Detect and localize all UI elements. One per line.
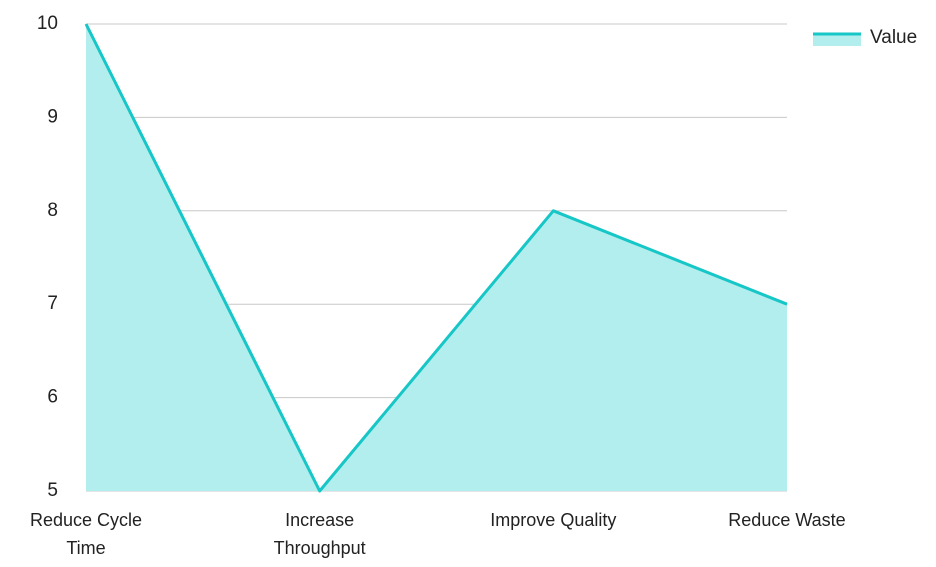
legend-swatch	[813, 34, 861, 46]
area-fill	[86, 24, 787, 491]
x-tick-label: Increase Throughput	[273, 510, 366, 558]
legend-label: Value	[870, 27, 917, 48]
y-tick-label: 7	[47, 293, 58, 314]
y-tick-label: 5	[47, 480, 58, 501]
x-tick-label: Reduce Waste	[728, 510, 846, 530]
line	[84, 23, 788, 493]
y-tick-label: 10	[37, 13, 58, 34]
x-tick-label: Improve Quality	[490, 510, 617, 530]
y-tick-label: 8	[47, 200, 58, 221]
x-tick-label: Reduce Cycle Time	[29, 510, 143, 558]
y-tick-label: 9	[47, 106, 58, 127]
y-tick-label: 6	[47, 387, 58, 408]
